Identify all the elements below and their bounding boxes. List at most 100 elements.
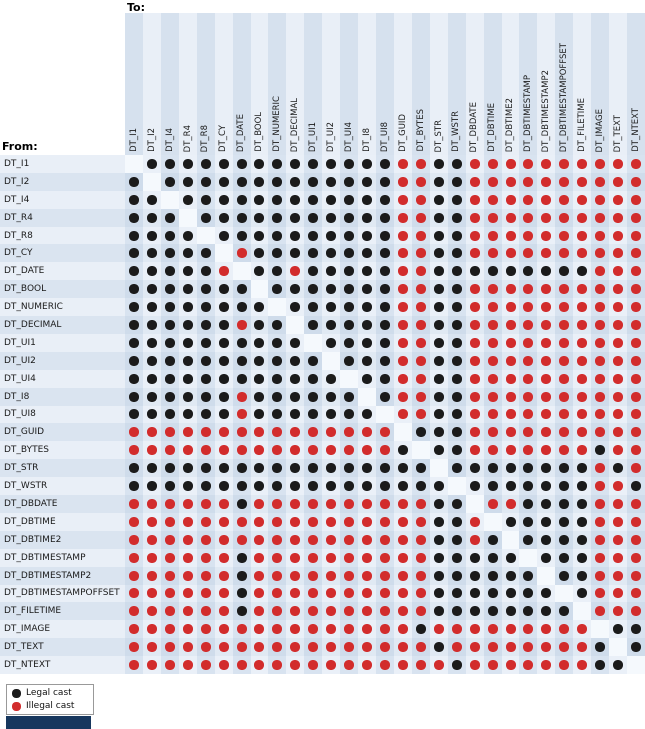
matrix-cell <box>555 351 574 370</box>
legal-cast-dot <box>541 516 552 527</box>
matrix-cell <box>555 495 574 513</box>
matrix-cell <box>591 620 610 639</box>
illegal-cast-dot <box>595 266 606 277</box>
legal-cast-dot <box>379 158 390 169</box>
illegal-cast-dot <box>577 445 588 456</box>
illegal-cast-dot <box>164 534 175 545</box>
matrix-cell <box>627 387 645 406</box>
legal-cast-dot <box>433 552 444 563</box>
matrix-cell <box>501 351 520 370</box>
matrix-cell <box>304 584 323 603</box>
matrix-cell <box>160 262 179 281</box>
illegal-cast-dot <box>415 373 426 384</box>
illegal-cast-dot <box>505 624 516 635</box>
illegal-cast-dot <box>505 176 516 187</box>
matrix-cell <box>573 548 592 567</box>
matrix-cell <box>178 333 197 352</box>
matrix-cell <box>125 190 143 209</box>
illegal-cast-dot <box>128 427 139 438</box>
legal-cast-dot <box>379 176 390 187</box>
matrix-cell <box>232 602 251 621</box>
legal-cast-dot <box>236 355 247 366</box>
illegal-cast-dot <box>613 337 624 348</box>
legal-cast-dot <box>308 302 319 313</box>
row-label-dt_ntext: DT_NTEXT <box>0 656 125 674</box>
matrix-cell <box>250 333 269 352</box>
legal-cast-dot <box>236 481 247 492</box>
matrix-cell <box>465 387 484 406</box>
matrix-cell <box>160 566 179 585</box>
illegal-cast-dot <box>559 248 570 259</box>
column-headers: DT_I1 DT_I2 DT_I4 DT_R4 DT_R8 DT_CY DT_DATE DT_… <box>125 13 645 155</box>
matrix-cell <box>376 190 394 209</box>
matrix-cell <box>250 208 269 227</box>
illegal-cast-dot <box>505 642 516 653</box>
matrix-cell <box>627 262 645 281</box>
matrix-cell <box>340 172 359 191</box>
legal-cast-dot <box>164 337 175 348</box>
matrix-cell <box>125 155 143 173</box>
matrix-cell <box>483 405 502 424</box>
illegal-cast-dot <box>559 373 570 384</box>
legal-cast-dot <box>577 498 588 509</box>
illegal-cast-dot <box>164 427 175 438</box>
legal-cast-dot <box>164 373 175 384</box>
legal-cast-dot <box>344 355 355 366</box>
illegal-cast-dot <box>164 660 175 671</box>
illegal-cast-dot <box>254 445 265 456</box>
illegal-cast-dot <box>362 660 373 671</box>
matrix-cell <box>178 566 197 585</box>
matrix-cell <box>483 423 502 442</box>
matrix-cell <box>358 172 377 191</box>
matrix-cell <box>142 405 161 424</box>
legal-cast-dot <box>308 391 319 402</box>
matrix-cell <box>429 208 448 227</box>
col-header-text: DT_UI8 <box>379 121 390 152</box>
matrix-cell <box>573 316 592 334</box>
matrix-cell <box>627 441 645 460</box>
legal-cast-dot <box>344 409 355 420</box>
legal-cast-dot <box>290 230 301 241</box>
illegal-cast-dot <box>559 158 570 169</box>
matrix-cell <box>232 280 251 299</box>
matrix-cell <box>178 459 197 478</box>
matrix-cell <box>393 262 412 281</box>
matrix-cell <box>304 369 323 388</box>
illegal-cast-dot <box>505 391 516 402</box>
row-label-dt_ui1: DT_UI1 <box>0 333 125 352</box>
legal-cast-dot <box>577 534 588 545</box>
matrix-cell <box>537 530 556 549</box>
matrix-cell <box>178 351 197 370</box>
illegal-cast-dot <box>397 391 408 402</box>
matrix-cell <box>411 155 430 173</box>
illegal-cast-dot <box>200 642 211 653</box>
matrix-cell <box>537 333 556 352</box>
matrix-cell <box>160 351 179 370</box>
matrix-cell <box>340 262 359 281</box>
matrix-cell <box>196 477 215 496</box>
matrix-cell <box>125 584 143 603</box>
legal-cast-dot <box>326 409 337 420</box>
matrix-cell <box>411 530 430 549</box>
matrix-cell <box>178 495 197 513</box>
matrix-cell <box>519 226 538 245</box>
row-label-dt_filetime: DT_FILETIME <box>0 602 125 621</box>
illegal-cast-dot <box>559 302 570 313</box>
matrix-cell <box>196 423 215 442</box>
col-header-dt_date: DT_DATE <box>232 13 251 155</box>
matrix-cell <box>393 620 412 639</box>
illegal-cast-dot <box>146 660 157 671</box>
matrix-cell <box>304 477 323 496</box>
illegal-cast-dot <box>487 230 498 241</box>
matrix-cell <box>250 602 269 621</box>
illegal-cast-dot <box>577 212 588 223</box>
legal-cast-dot <box>326 194 337 205</box>
legal-cast-dot <box>200 337 211 348</box>
legal-cast-dot <box>236 463 247 474</box>
matrix-cell <box>160 602 179 621</box>
matrix-cell <box>591 369 610 388</box>
matrix-cell <box>160 405 179 424</box>
illegal-cast-dot <box>613 320 624 330</box>
legal-cast-dot <box>326 337 337 348</box>
matrix-cell <box>142 423 161 442</box>
